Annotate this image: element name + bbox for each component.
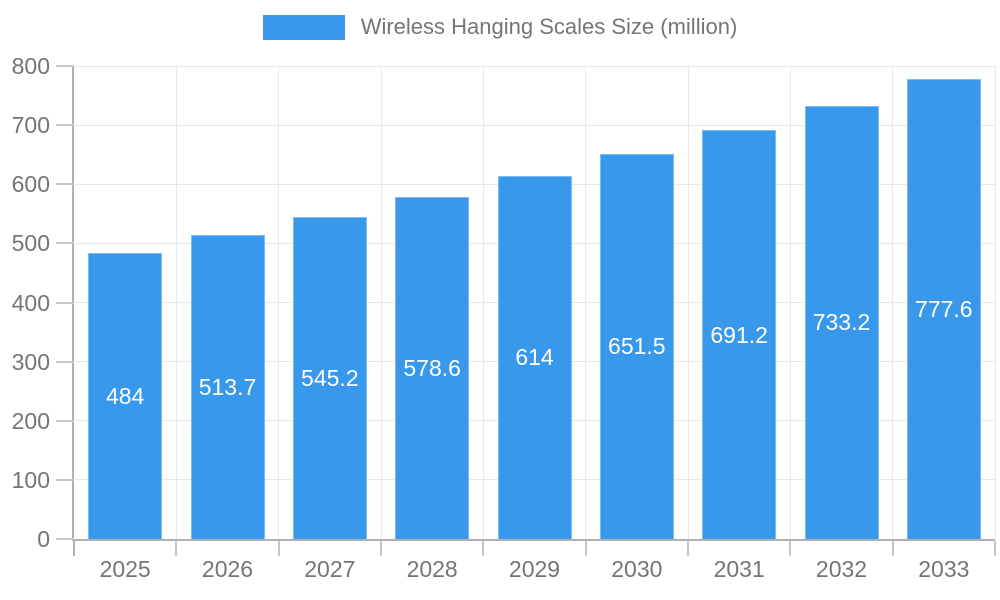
plot-area: 484 513.7 545.2 578.6 614 651.5 691.2 733.2 777.…	[72, 65, 996, 541]
bar[interactable]: 777.6	[906, 79, 981, 539]
x-tick-label: 2033	[918, 556, 970, 582]
x-tick	[73, 541, 75, 556]
y-tick-label: 400	[11, 289, 50, 316]
bar-value-label: 614	[515, 344, 554, 371]
v-gridline	[380, 66, 382, 539]
bar[interactable]: 513.7	[190, 235, 265, 539]
x-tick	[277, 541, 280, 556]
bar-value-label: 484	[105, 382, 145, 409]
y-tick-label: 500	[11, 230, 50, 257]
x-tick	[584, 541, 587, 556]
x-tick-label: 2026	[201, 556, 254, 582]
bar-value-label: 733.2	[812, 309, 871, 336]
bar[interactable]: 614	[497, 175, 572, 539]
bar-value-label: 691.2	[710, 321, 768, 348]
x-tick-label: 2031	[713, 556, 765, 582]
bar[interactable]: 578.6	[395, 196, 470, 539]
bar-value-label: 513.7	[198, 374, 257, 401]
bar[interactable]: 691.2	[702, 130, 777, 539]
x-tick	[687, 541, 689, 556]
legend-item[interactable]: Wireless Hanging Scales Size (million)	[0, 14, 1000, 40]
v-gridline	[687, 66, 689, 539]
y-tick	[56, 478, 74, 481]
bar[interactable]: 484	[88, 252, 163, 539]
x-tick	[175, 541, 178, 556]
x-tick-label: 2028	[406, 556, 458, 582]
v-gridline	[892, 66, 894, 539]
x-tick-label: 2027	[304, 556, 356, 582]
y-tick	[56, 301, 74, 304]
v-gridline	[789, 66, 791, 539]
x-tick-label: 2025	[99, 556, 151, 582]
y-tick-label: 200	[11, 407, 50, 434]
legend-swatch	[262, 14, 345, 40]
bar-value-label: 777.6	[915, 296, 973, 323]
y-tick-label: 800	[11, 53, 50, 79]
bar-value-label: 545.2	[301, 364, 359, 391]
bar-value-label: 578.6	[403, 354, 461, 381]
y-tick	[56, 360, 74, 363]
v-gridline	[994, 66, 996, 539]
x-tick-label: 2030	[611, 556, 663, 582]
y-tick-label: 600	[11, 171, 50, 198]
x-tick	[891, 541, 894, 556]
bar[interactable]: 651.5	[599, 153, 674, 539]
v-gridline	[278, 66, 280, 539]
x-tick	[380, 541, 382, 556]
y-tick	[56, 65, 74, 67]
y-tick	[56, 124, 74, 127]
x-tick-label: 2029	[508, 556, 561, 582]
y-tick	[56, 242, 74, 245]
y-tick	[56, 419, 74, 422]
y-tick-label: 100	[11, 466, 50, 493]
v-gridline	[175, 66, 177, 539]
legend-label: Wireless Hanging Scales Size (million)	[360, 14, 738, 39]
bar[interactable]: 545.2	[292, 216, 367, 539]
x-tick	[994, 541, 996, 556]
v-gridline	[585, 66, 587, 539]
y-tick	[56, 538, 74, 540]
y-tick-label: 300	[11, 348, 50, 375]
bar[interactable]: 733.2	[804, 105, 879, 539]
y-tick-label: 700	[11, 112, 50, 139]
h-gridline	[74, 124, 995, 126]
x-tick	[482, 541, 485, 556]
x-tick	[789, 541, 792, 556]
bar-value-label: 651.5	[608, 333, 666, 360]
h-gridline	[74, 65, 995, 67]
y-tick-label: 0	[37, 526, 50, 552]
y-tick	[56, 183, 74, 186]
x-tick-label: 2032	[815, 556, 868, 582]
v-gridline	[482, 66, 484, 539]
